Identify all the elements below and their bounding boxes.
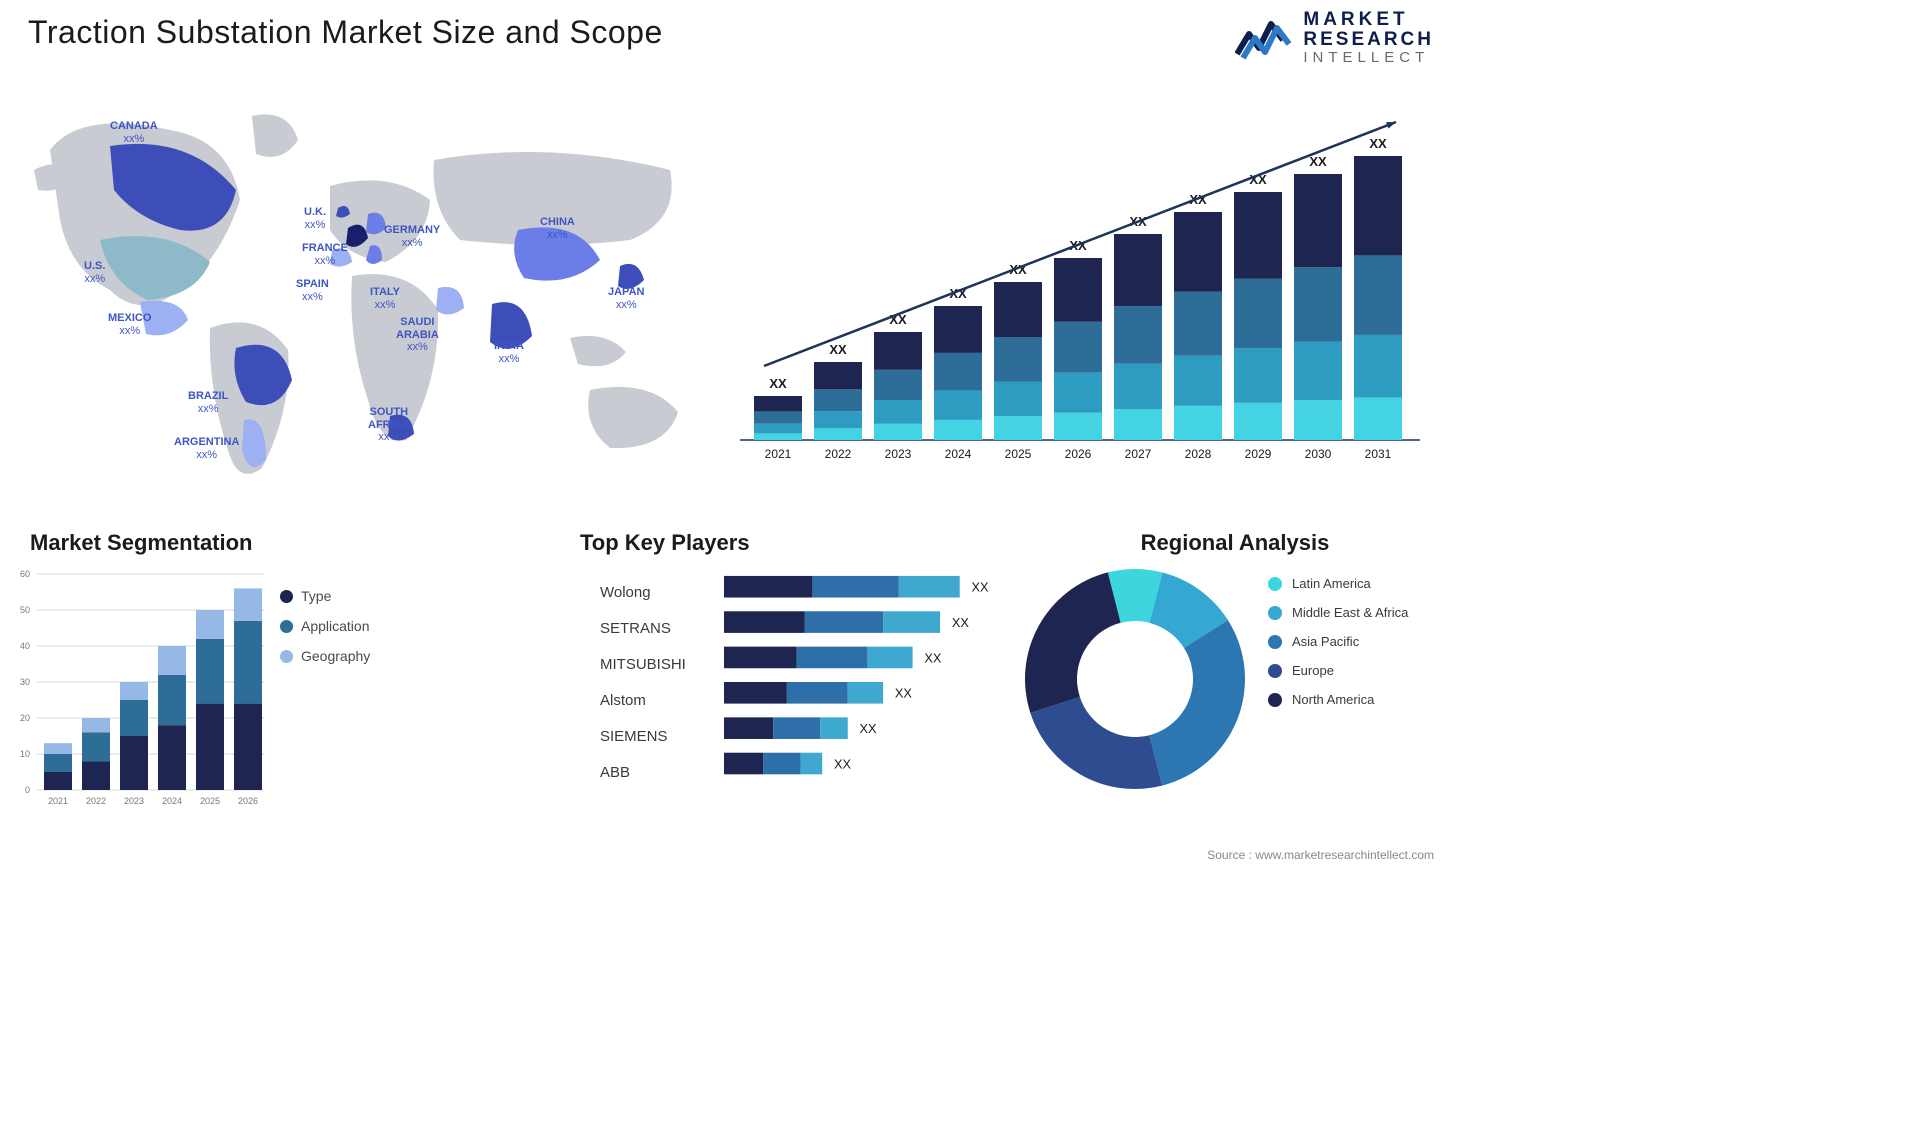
regional-donut-chart [1020,564,1250,794]
svg-text:2023: 2023 [124,796,144,806]
svg-text:2024: 2024 [162,796,182,806]
map-label: SAUDIARABIAxx% [396,316,439,354]
world-map: CANADAxx% U.S.xx% MEXICOxx% BRAZILxx% ARGENT… [30,90,710,490]
svg-text:2025: 2025 [1005,447,1032,461]
page-title: Traction Substation Market Size and Scop… [28,14,663,51]
player-name: MITSUBISHI [600,646,720,682]
player-name: SIEMENS [600,718,720,754]
svg-text:2024: 2024 [945,447,972,461]
regional-legend: Latin America Middle East & Africa Asia Pa… [1268,576,1408,721]
player-name: ABB [600,754,720,790]
svg-text:60: 60 [20,569,30,579]
map-label: GERMANYxx% [384,224,440,249]
map-label: CHINAxx% [540,216,575,241]
map-label: SOUTHAFRICAxx% [368,406,410,444]
legend-item: Asia Pacific [1268,634,1408,649]
growth-bar-chart: XX2021XX2022XX2023XX2024XX2025XX2026XX20… [740,90,1420,480]
legend-item: Geography [280,648,370,664]
svg-text:50: 50 [20,605,30,615]
svg-text:2028: 2028 [1185,447,1212,461]
player-name: SETRANS [600,610,720,646]
segmentation-title: Market Segmentation [30,530,470,556]
segmentation-chart: 0 10 20 30 40 50 60 2021 2022 2023 2024 2025 2026 [8,564,268,814]
brand-logo: MARKET RESEARCH INTELLECT [1235,10,1434,66]
map-label: ITALYxx% [370,286,400,311]
players-names: WolongSETRANSMITSUBISHIAlstomSIEMENSABB [600,574,720,790]
svg-text:XX: XX [769,376,787,391]
legend-item: Type [280,588,370,604]
legend-item: North America [1268,692,1408,707]
regional-title: Regional Analysis [1030,530,1440,556]
svg-text:2026: 2026 [238,796,258,806]
logo-text-1: MARKET [1303,10,1434,30]
svg-text:2031: 2031 [1365,447,1392,461]
map-label: U.S.xx% [84,260,105,285]
logo-text-2: RESEARCH [1303,30,1434,50]
svg-text:2030: 2030 [1305,447,1332,461]
source-footer: Source : www.marketresearchintellect.com [1207,848,1434,862]
logo-mark-icon [1235,14,1293,62]
svg-text:20: 20 [20,713,30,723]
map-label: CANADAxx% [110,120,158,145]
map-label: JAPANxx% [608,286,644,311]
map-label: BRAZILxx% [188,390,228,415]
legend-item: Latin America [1268,576,1408,591]
svg-text:XX: XX [952,615,970,630]
svg-text:XX: XX [1369,136,1387,151]
segmentation-legend: Type Application Geography [280,588,370,678]
svg-text:2023: 2023 [885,447,912,461]
player-name: Alstom [600,682,720,718]
map-label: FRANCExx% [302,242,348,267]
svg-text:2029: 2029 [1245,447,1272,461]
players-chart: XX XX XX XX XX XX [724,572,1024,797]
map-label: U.K.xx% [304,206,326,231]
svg-text:XX: XX [895,686,913,701]
svg-text:30: 30 [20,677,30,687]
svg-text:2021: 2021 [48,796,68,806]
legend-item: Europe [1268,663,1408,678]
svg-text:XX: XX [834,756,852,771]
players-title: Top Key Players [580,530,1010,556]
player-name: Wolong [600,574,720,610]
svg-text:2022: 2022 [86,796,106,806]
svg-text:XX: XX [972,580,990,595]
svg-text:2026: 2026 [1065,447,1092,461]
svg-text:XX: XX [829,342,847,357]
svg-text:10: 10 [20,749,30,759]
legend-item: Middle East & Africa [1268,605,1408,620]
svg-text:2027: 2027 [1125,447,1152,461]
svg-text:2025: 2025 [200,796,220,806]
svg-text:2021: 2021 [765,447,792,461]
map-label: SPAINxx% [296,278,329,303]
svg-text:XX: XX [860,721,878,736]
svg-text:XX: XX [924,650,942,665]
svg-text:0: 0 [25,785,30,795]
map-label: ARGENTINAxx% [174,436,239,461]
logo-text-3: INTELLECT [1303,50,1434,66]
map-label: INDIAxx% [494,340,524,365]
svg-text:40: 40 [20,641,30,651]
legend-item: Application [280,618,370,634]
map-label: MEXICOxx% [108,312,151,337]
svg-text:XX: XX [1309,154,1327,169]
svg-text:2022: 2022 [825,447,852,461]
